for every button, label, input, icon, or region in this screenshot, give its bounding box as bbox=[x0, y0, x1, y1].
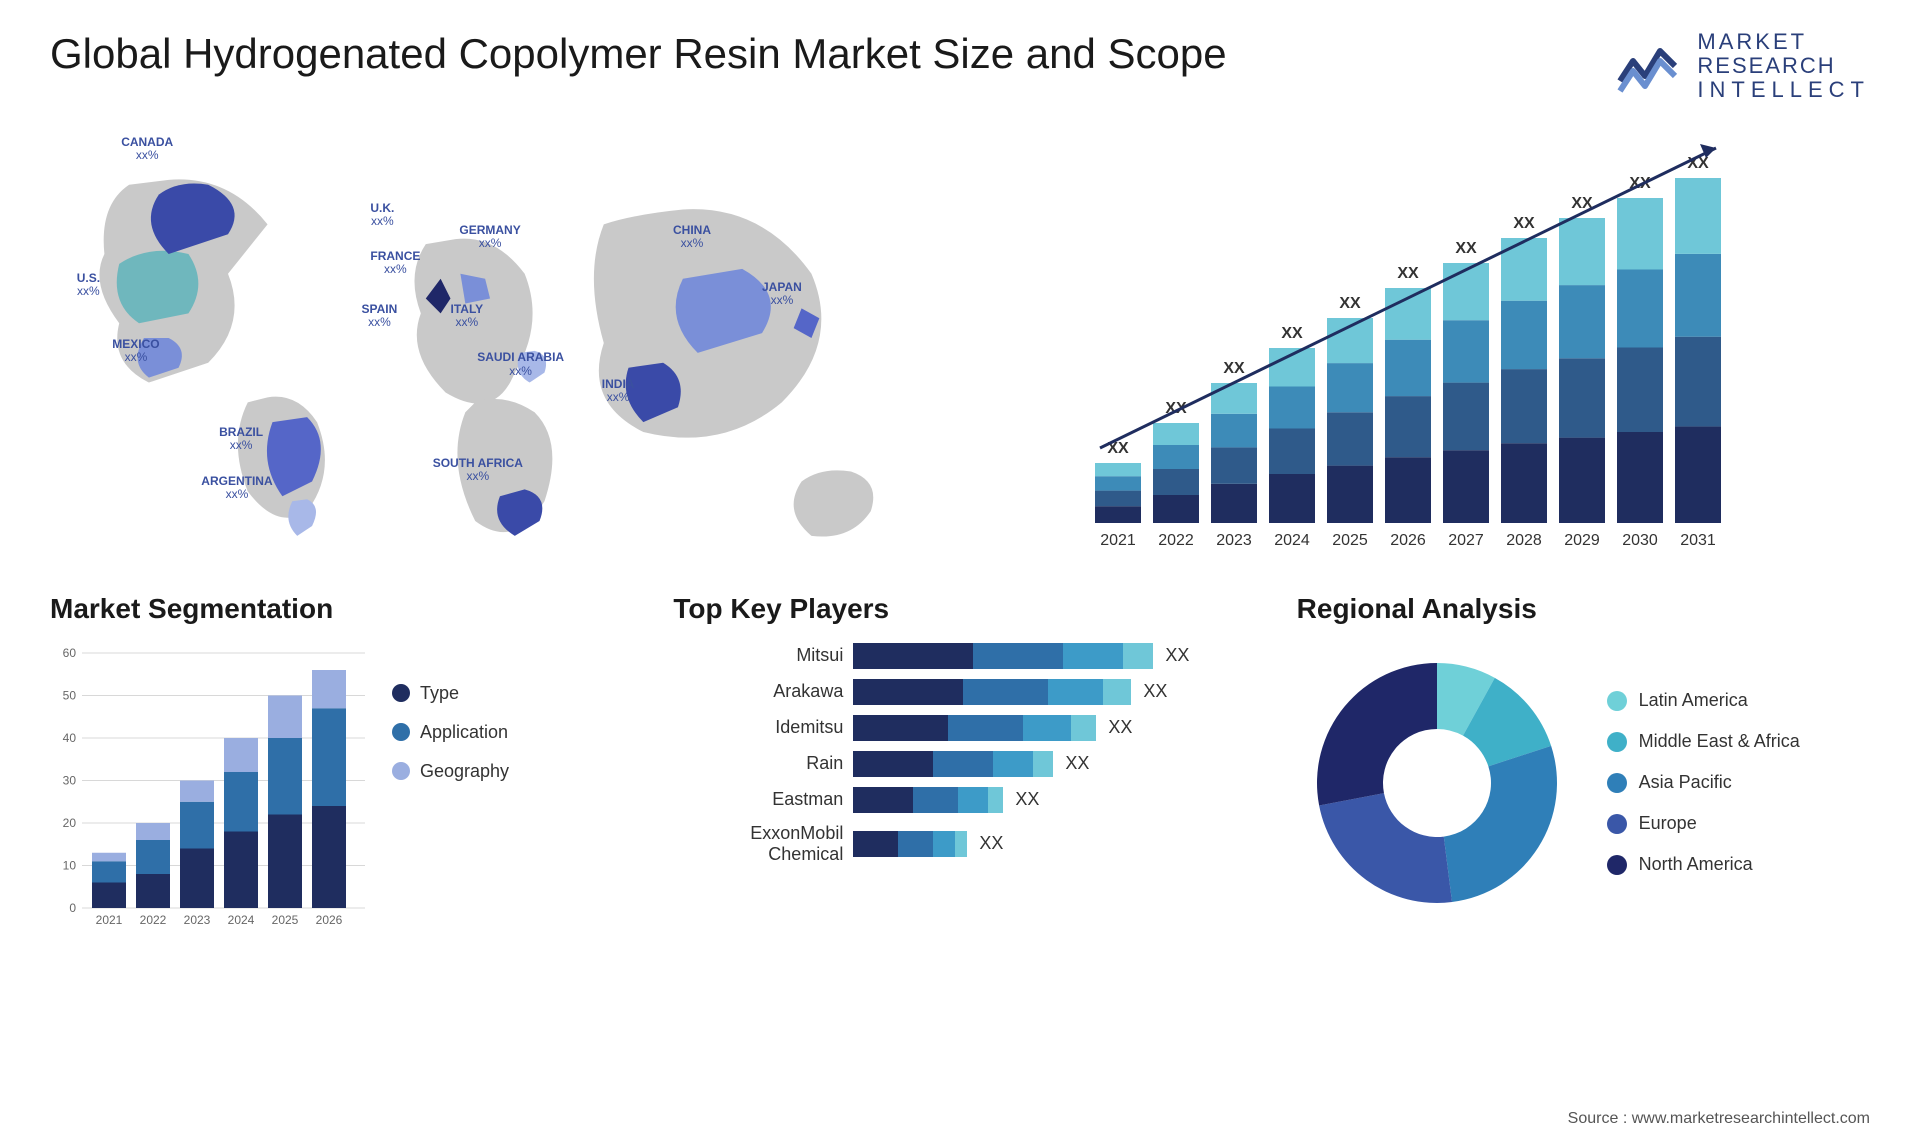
svg-text:XX: XX bbox=[1455, 240, 1477, 257]
logo-mark-icon bbox=[1615, 36, 1685, 96]
players-panel: Top Key Players MitsuiXXArakawaXXIdemits… bbox=[673, 593, 1246, 933]
map-label-u-k-: U.K.xx% bbox=[370, 202, 394, 228]
player-row-rain: Rain XX bbox=[673, 751, 1246, 777]
player-row-arakawa: Arakawa XX bbox=[673, 679, 1246, 705]
map-label-china: CHINAxx% bbox=[673, 224, 711, 250]
regional-donut bbox=[1297, 643, 1577, 923]
player-row-mitsui: Mitsui XX bbox=[673, 643, 1246, 669]
player-name: Rain bbox=[673, 753, 853, 774]
svg-text:10: 10 bbox=[63, 858, 77, 872]
svg-text:2022: 2022 bbox=[1158, 532, 1194, 549]
svg-text:2027: 2027 bbox=[1448, 532, 1484, 549]
region-legend-europe: Europe bbox=[1607, 813, 1800, 834]
svg-text:2023: 2023 bbox=[184, 913, 211, 927]
svg-text:20: 20 bbox=[63, 816, 77, 830]
svg-text:60: 60 bbox=[63, 646, 77, 660]
seg-legend-type: Type bbox=[392, 683, 509, 704]
svg-text:2021: 2021 bbox=[96, 913, 123, 927]
page-title: Global Hydrogenated Copolymer Resin Mark… bbox=[50, 30, 1227, 78]
svg-text:2029: 2029 bbox=[1564, 532, 1600, 549]
svg-text:2031: 2031 bbox=[1680, 532, 1716, 549]
svg-text:XX: XX bbox=[1513, 215, 1535, 232]
svg-text:2028: 2028 bbox=[1506, 532, 1542, 549]
map-label-france: FRANCExx% bbox=[370, 250, 420, 276]
map-label-italy: ITALYxx% bbox=[451, 303, 484, 329]
svg-text:2022: 2022 bbox=[140, 913, 167, 927]
svg-text:2025: 2025 bbox=[272, 913, 299, 927]
map-label-germany: GERMANYxx% bbox=[459, 224, 520, 250]
svg-text:2024: 2024 bbox=[1274, 532, 1310, 549]
regional-legend: Latin America Middle East & Africa Asia Pa… bbox=[1607, 690, 1800, 875]
svg-text:2023: 2023 bbox=[1216, 532, 1252, 549]
logo-line1: MARKET bbox=[1697, 30, 1870, 54]
source-attribution: Source : www.marketresearchintellect.com bbox=[1568, 1110, 1870, 1128]
player-row-idemitsu: Idemitsu XX bbox=[673, 715, 1246, 741]
player-value: XX bbox=[979, 833, 1003, 854]
player-bar bbox=[853, 679, 1131, 705]
svg-text:50: 50 bbox=[63, 688, 77, 702]
player-name: ExxonMobil Chemical bbox=[673, 823, 853, 865]
world-map: CANADAxx% U.S.xx% MEXICOxx% BRAZILxx% ARGENT… bbox=[50, 123, 940, 563]
regional-panel: Regional Analysis Latin America Middle Ea… bbox=[1297, 593, 1870, 933]
player-bar bbox=[853, 643, 1153, 669]
players-title: Top Key Players bbox=[673, 593, 1246, 625]
svg-text:2030: 2030 bbox=[1622, 532, 1658, 549]
segmentation-panel: Market Segmentation 0 10 20 30 40 50 60 2021 202… bbox=[50, 593, 623, 933]
svg-text:XX: XX bbox=[1397, 265, 1419, 282]
svg-text:XX: XX bbox=[1339, 295, 1361, 312]
svg-text:2026: 2026 bbox=[1390, 532, 1426, 549]
region-legend-middle-east-africa: Middle East & Africa bbox=[1607, 731, 1800, 752]
svg-text:XX: XX bbox=[1281, 325, 1303, 342]
region-legend-asia-pacific: Asia Pacific bbox=[1607, 772, 1800, 793]
player-name: Eastman bbox=[673, 789, 853, 810]
player-bar bbox=[853, 715, 1096, 741]
map-label-saudi-arabia: SAUDI ARABIAxx% bbox=[477, 351, 564, 377]
svg-text:XX: XX bbox=[1223, 360, 1245, 377]
segmentation-legend: Type Application Geography bbox=[392, 683, 509, 782]
player-row-eastman: Eastman XX bbox=[673, 787, 1246, 813]
map-label-japan: JAPANxx% bbox=[762, 281, 802, 307]
player-bar bbox=[853, 831, 967, 857]
player-bar bbox=[853, 787, 1003, 813]
brand-logo: MARKET RESEARCH INTELLECT bbox=[1615, 30, 1870, 103]
logo-line3: INTELLECT bbox=[1697, 78, 1870, 102]
player-bar bbox=[853, 751, 1053, 777]
player-name: Mitsui bbox=[673, 645, 853, 666]
seg-legend-application: Application bbox=[392, 722, 509, 743]
player-name: Arakawa bbox=[673, 681, 853, 702]
player-name: Idemitsu bbox=[673, 717, 853, 738]
map-label-mexico: MEXICOxx% bbox=[112, 338, 159, 364]
svg-text:2024: 2024 bbox=[228, 913, 255, 927]
map-label-south-africa: SOUTH AFRICAxx% bbox=[433, 457, 523, 483]
svg-text:2025: 2025 bbox=[1332, 532, 1368, 549]
svg-text:2021: 2021 bbox=[1100, 532, 1136, 549]
player-value: XX bbox=[1108, 717, 1132, 738]
player-value: XX bbox=[1143, 681, 1167, 702]
seg-legend-geography: Geography bbox=[392, 761, 509, 782]
map-label-u-s-: U.S.xx% bbox=[77, 272, 100, 298]
player-value: XX bbox=[1015, 789, 1039, 810]
svg-text:2026: 2026 bbox=[316, 913, 343, 927]
player-value: XX bbox=[1165, 645, 1189, 666]
region-legend-latin-america: Latin America bbox=[1607, 690, 1800, 711]
region-legend-north-america: North America bbox=[1607, 854, 1800, 875]
logo-line2: RESEARCH bbox=[1697, 54, 1870, 78]
map-label-india: INDIAxx% bbox=[602, 378, 635, 404]
map-label-argentina: ARGENTINAxx% bbox=[201, 475, 272, 501]
growth-chart: XX2021XX2022XX2023XX2024XX2025XX2026XX20… bbox=[980, 123, 1870, 563]
map-label-canada: CANADAxx% bbox=[121, 136, 173, 162]
regional-title: Regional Analysis bbox=[1297, 593, 1870, 625]
svg-text:40: 40 bbox=[63, 731, 77, 745]
player-value: XX bbox=[1065, 753, 1089, 774]
svg-text:0: 0 bbox=[69, 901, 76, 915]
map-label-spain: SPAINxx% bbox=[362, 303, 398, 329]
segmentation-title: Market Segmentation bbox=[50, 593, 623, 625]
player-row-exxonmobil-chemical: ExxonMobil Chemical XX bbox=[673, 823, 1246, 865]
map-label-brazil: BRAZILxx% bbox=[219, 426, 263, 452]
svg-text:30: 30 bbox=[63, 773, 77, 787]
